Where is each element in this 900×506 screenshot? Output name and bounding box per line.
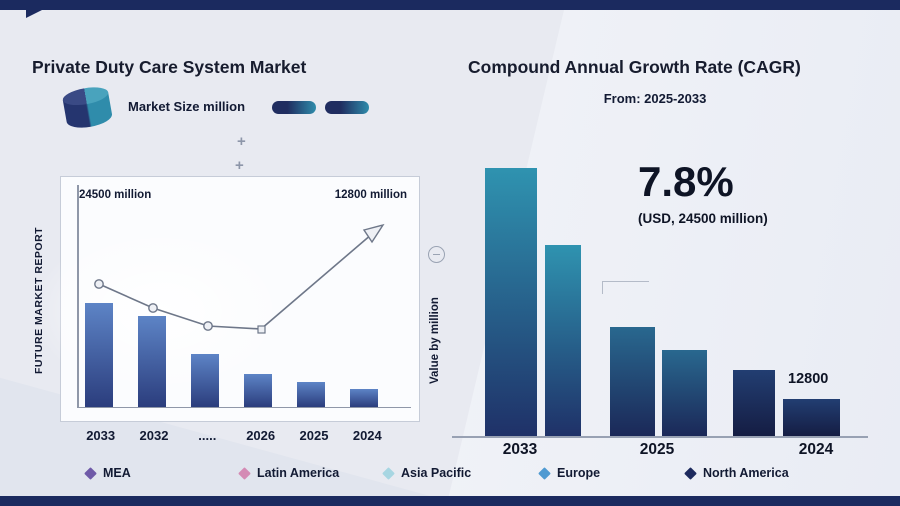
cagr-period-subtitle: From: 2025-2033 [603,91,707,106]
x-axis-label: 2025 [639,441,675,458]
x-axis-label: 2026 [246,428,276,443]
left-chart-x-labels: 2033 2032 ..... 2026 2025 2024 [74,428,394,443]
right-chart-bars [455,150,867,436]
diamond-icon [684,466,697,480]
corner-triangle-decoration [26,10,42,18]
database-icon [56,82,120,140]
legend-item-mea: MEA [84,466,131,480]
pill-decoration [272,101,369,114]
market-size-label: Market Size million [128,99,246,114]
top-border-bar [0,0,900,10]
legend-item-europe: Europe [538,466,601,480]
right-chart-bar [610,327,655,436]
cagr-detail: (USD, 24500 million) [638,211,768,226]
legend-label: Latin America [257,466,340,480]
circle-dash-icon [428,246,445,263]
corner-line-decoration [602,281,649,294]
right-chart [455,150,867,436]
x-axis-label: 2024 [352,428,382,443]
diamond-icon [238,466,251,480]
left-chart: 24500 million 12800 million [31,176,420,422]
left-chart-ylabel: FUTURE MARKET REPORT [33,226,45,374]
pill-shape [325,101,369,114]
left-chart-bar [138,316,166,407]
legend-label: MEA [103,466,131,480]
left-chart-bar [85,303,113,407]
left-chart-bar [350,389,378,407]
right-chart-baseline [452,436,868,438]
pill-shape [272,101,316,114]
right-chart-bar [662,350,707,436]
left-chart-x-axis [77,406,411,408]
x-axis-label: ..... [198,428,217,443]
right-chart-bar [485,168,537,436]
diamond-icon [84,466,97,480]
right-chart-ylabel: Value by million [429,297,441,384]
left-chart-bar [244,374,272,407]
legend-item-north-america: North America [684,466,789,480]
left-chart-bar [297,382,325,407]
legend-label: Europe [557,466,601,480]
legend-label: Asia Pacific [401,466,472,480]
left-chart-bar [191,354,219,407]
x-axis-label: 2033 [86,428,116,443]
left-chart-y-axis [77,185,79,408]
cagr-value: 7.8% [638,158,734,205]
annotation-12800-million: 12800 million [334,189,407,201]
data-label-12800: 12800 [788,371,829,387]
legend-item-asia-pacific: Asia Pacific [382,466,472,480]
x-axis-label: 2033 [502,441,538,458]
x-axis-label: 2024 [798,441,834,458]
x-axis-label: 2025 [299,428,329,443]
legend-item-latin-america: Latin America [238,466,340,480]
right-chart-bar [545,245,581,436]
bottom-border-bar [0,496,900,506]
left-chart-title: Private Duty Care System Market [32,57,307,77]
plus-icon: + [237,133,246,150]
diamond-icon [538,466,551,480]
annotation-24500-million: 24500 million [79,189,152,201]
x-axis-label: 2032 [139,428,169,443]
right-chart-bar [733,370,775,436]
right-chart-title: Compound Annual Growth Rate (CAGR) [468,57,801,77]
plus-icon: + [235,157,244,174]
right-chart-bar [783,399,840,436]
diamond-icon [382,466,395,480]
legend-label: North America [703,466,789,480]
left-chart-bars [61,177,419,421]
